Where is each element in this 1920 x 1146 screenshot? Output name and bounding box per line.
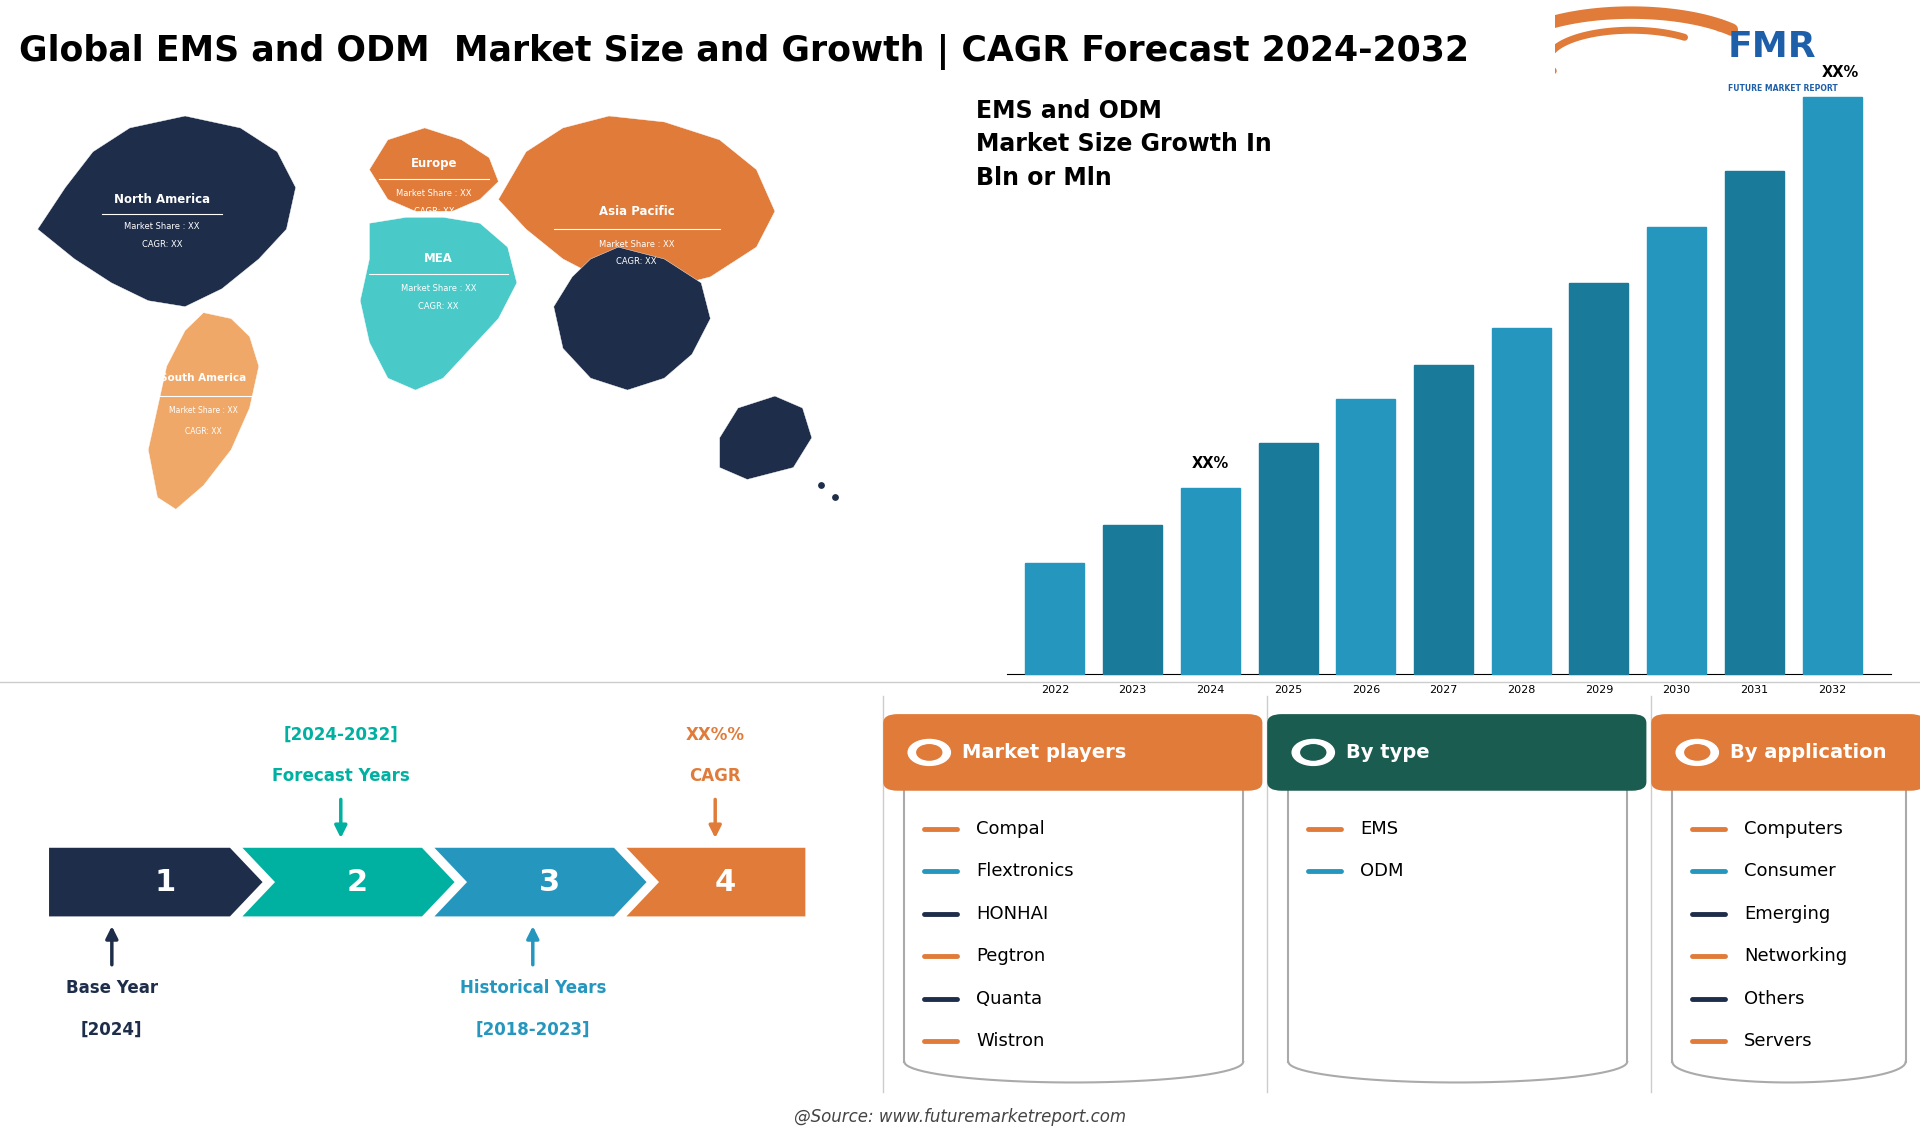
Circle shape [918, 745, 943, 760]
Polygon shape [148, 313, 259, 509]
Text: 1: 1 [156, 868, 177, 896]
Text: South America: South America [161, 374, 246, 383]
Text: Market Share : XX: Market Share : XX [401, 284, 476, 293]
Polygon shape [553, 248, 710, 390]
Text: 2026: 2026 [1352, 685, 1380, 696]
Text: [2018-2023]: [2018-2023] [476, 1021, 589, 1038]
Text: 2032: 2032 [1818, 685, 1847, 696]
Text: FUTURE MARKET REPORT: FUTURE MARKET REPORT [1728, 84, 1837, 93]
Text: Market Share : XX: Market Share : XX [125, 221, 200, 230]
Text: CAGR: XX: CAGR: XX [616, 258, 657, 267]
Bar [1025, 563, 1085, 674]
Text: [2024-2032]: [2024-2032] [284, 725, 397, 744]
Text: 2027: 2027 [1428, 685, 1457, 696]
Text: Europe: Europe [411, 157, 457, 170]
Polygon shape [361, 218, 516, 390]
Polygon shape [720, 397, 812, 479]
Text: 3: 3 [540, 868, 561, 896]
Polygon shape [38, 116, 296, 307]
Text: 2022: 2022 [1041, 685, 1069, 696]
Text: Historical Years: Historical Years [459, 980, 607, 997]
Text: CAGR: XX: CAGR: XX [413, 206, 455, 215]
Polygon shape [432, 847, 649, 918]
Polygon shape [240, 847, 457, 918]
Bar [1413, 366, 1473, 674]
Text: 2029: 2029 [1584, 685, 1613, 696]
Circle shape [1302, 745, 1327, 760]
Text: Computers: Computers [1745, 821, 1843, 838]
Text: Wistron: Wistron [975, 1033, 1044, 1050]
Text: EMS and ODM
Market Size Growth In
Bln or Mln: EMS and ODM Market Size Growth In Bln or… [977, 99, 1273, 190]
Text: North America: North America [113, 193, 209, 206]
Text: @Source: www.futuremarketreport.com: @Source: www.futuremarketreport.com [795, 1108, 1125, 1127]
Text: Servers: Servers [1745, 1033, 1812, 1050]
Circle shape [908, 739, 950, 766]
Text: 2031: 2031 [1740, 685, 1768, 696]
Polygon shape [624, 847, 806, 918]
Text: Networking: Networking [1745, 948, 1847, 965]
Circle shape [1292, 739, 1334, 766]
Bar [1492, 328, 1551, 674]
Text: Market Share : XX: Market Share : XX [599, 240, 674, 249]
Text: Global EMS and ODM  Market Size and Growth | CAGR Forecast 2024-2032: Global EMS and ODM Market Size and Growt… [19, 33, 1469, 70]
Text: Consumer: Consumer [1745, 863, 1836, 880]
Point [820, 488, 851, 507]
Bar [1647, 227, 1707, 674]
Text: CAGR: XX: CAGR: XX [142, 240, 182, 249]
Text: XX%: XX% [1192, 456, 1229, 471]
Text: HONHAI: HONHAI [975, 905, 1048, 923]
FancyBboxPatch shape [883, 714, 1263, 791]
Text: XX%%: XX%% [685, 725, 745, 744]
Text: 2023: 2023 [1119, 685, 1146, 696]
Text: FMR: FMR [1728, 30, 1816, 64]
Bar [1336, 399, 1396, 674]
Text: Pegtron: Pegtron [975, 948, 1046, 965]
Bar [1724, 172, 1784, 674]
Text: CAGR: CAGR [689, 767, 741, 785]
Text: Emerging: Emerging [1745, 905, 1830, 923]
Polygon shape [369, 128, 499, 211]
Bar [1104, 525, 1162, 674]
Text: By application: By application [1730, 743, 1887, 762]
Text: MEA: MEA [424, 252, 453, 266]
Text: 2: 2 [348, 868, 369, 896]
Text: [2024]: [2024] [81, 1021, 142, 1038]
Bar [1181, 488, 1240, 674]
Text: Market Share : XX: Market Share : XX [169, 407, 238, 416]
Text: CAGR: XX: CAGR: XX [419, 303, 459, 312]
Text: Compal: Compal [975, 821, 1044, 838]
Text: 2030: 2030 [1663, 685, 1692, 696]
Text: Base Year: Base Year [65, 980, 157, 997]
Polygon shape [499, 116, 776, 289]
Text: Market Share : XX: Market Share : XX [396, 189, 472, 198]
Text: Flextronics: Flextronics [975, 863, 1073, 880]
FancyBboxPatch shape [1267, 714, 1647, 791]
Text: 2024: 2024 [1196, 685, 1225, 696]
Text: CAGR: XX: CAGR: XX [184, 427, 223, 437]
Polygon shape [48, 847, 265, 918]
Text: 4: 4 [714, 868, 735, 896]
Point [806, 477, 837, 495]
Text: Asia Pacific: Asia Pacific [599, 205, 674, 218]
Bar [1260, 444, 1317, 674]
FancyBboxPatch shape [1651, 714, 1920, 791]
Text: EMS: EMS [1359, 821, 1398, 838]
Text: Quanta: Quanta [975, 990, 1043, 1007]
Text: By type: By type [1346, 743, 1430, 762]
Text: 2028: 2028 [1507, 685, 1536, 696]
Circle shape [1686, 745, 1709, 760]
Text: 2025: 2025 [1275, 685, 1302, 696]
Text: ODM: ODM [1359, 863, 1404, 880]
Bar [1569, 283, 1628, 674]
Text: Forecast Years: Forecast Years [273, 767, 409, 785]
Circle shape [1676, 739, 1718, 766]
Text: XX%: XX% [1822, 65, 1859, 80]
Text: Market players: Market players [962, 743, 1127, 762]
Bar [1803, 97, 1862, 674]
Text: Others: Others [1745, 990, 1805, 1007]
